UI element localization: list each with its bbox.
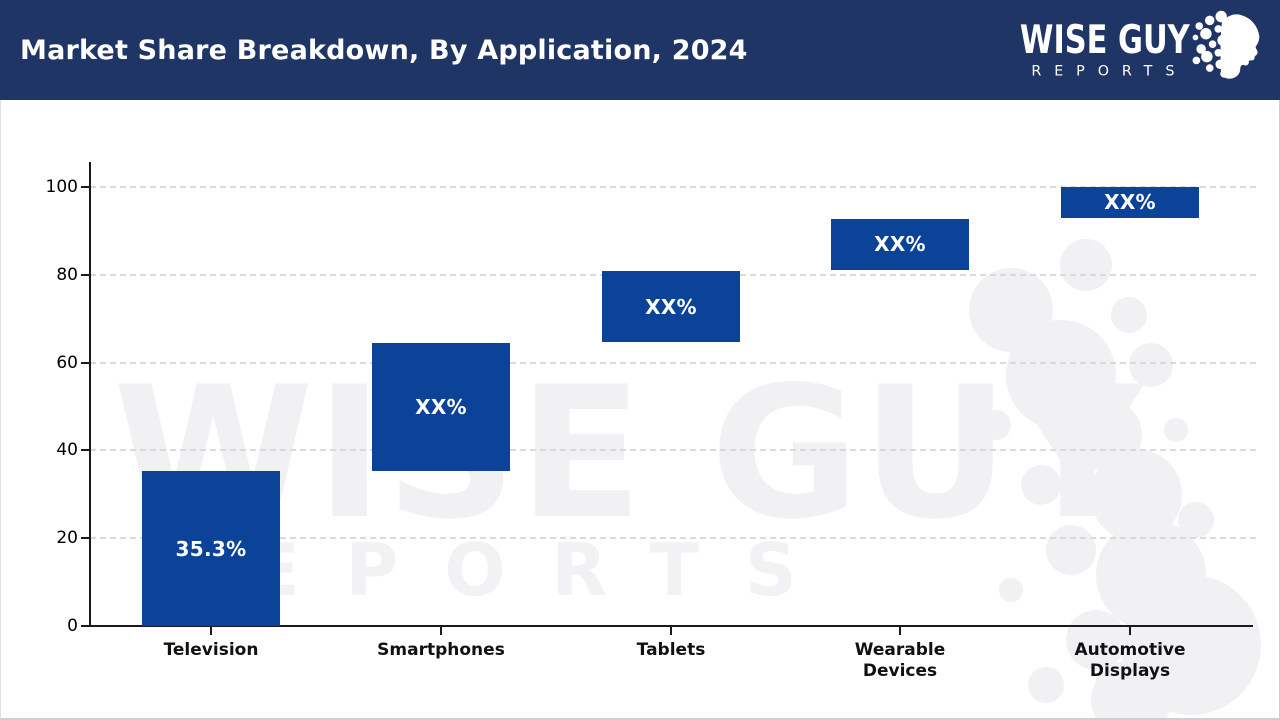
gridline-40 (90, 449, 1256, 452)
x-tick-mark (440, 627, 442, 635)
gridline-60 (90, 361, 1256, 364)
y-tick-label: 100 (45, 177, 78, 197)
header-bar: Market Share Breakdown, By Application, … (0, 0, 1280, 100)
gridline-100 (90, 186, 1256, 188)
y-tick-mark (81, 361, 89, 364)
bar-value-label-tablets: XX% (645, 294, 697, 319)
x-tick-mark (670, 627, 672, 635)
y-tick-label: 60 (56, 352, 78, 373)
bar-value-label-automotive-displays: XX% (1104, 190, 1156, 215)
bar-tablets: XX% (602, 270, 740, 343)
x-tick-mark (1129, 627, 1131, 635)
x-tick-label-tablets: Tablets (636, 640, 706, 660)
wise-guy-logo: WISE GUY REPORTS (1018, 9, 1266, 91)
y-tick-mark (81, 537, 89, 540)
x-tick-mark (899, 627, 901, 635)
x-tick-label-smartphones: Smartphones (377, 640, 505, 660)
x-tick-mark (210, 627, 212, 635)
logo-wordmark: WISE GUY (1020, 18, 1190, 63)
bar-automotive-displays: XX% (1061, 187, 1199, 218)
x-tick-label-television: Television (163, 640, 259, 660)
y-tick-label: 40 (56, 440, 78, 461)
bar-value-label-television: 35.3% (175, 536, 247, 561)
wise-guy-logo-graphic: WISE GUY REPORTS (1020, 10, 1260, 80)
y-tick-label: 0 (67, 616, 78, 636)
bar-wearable-devices: XX% (831, 218, 969, 271)
y-axis-line (89, 162, 91, 627)
y-tick-mark (81, 273, 89, 276)
x-tick-label-automotive-displays: Automotive Displays (1074, 640, 1186, 682)
bar-television: 35.3% (142, 471, 280, 626)
y-tick-mark (81, 625, 89, 627)
page-title: Market Share Breakdown, By Application, … (20, 34, 748, 66)
y-tick-mark (81, 449, 89, 452)
y-tick-mark (81, 186, 89, 188)
gridline-20 (90, 537, 1256, 540)
y-tick-label: 20 (56, 528, 78, 549)
bar-value-label-smartphones: XX% (415, 395, 467, 420)
y-tick-label: 80 (56, 264, 78, 285)
bar-smartphones: XX% (372, 343, 510, 472)
logo-face-profile-icon (1220, 14, 1260, 79)
x-axis-line (88, 625, 1253, 627)
x-tick-label-wearable-devices: Wearable Devices (854, 640, 946, 682)
bar-value-label-wearable-devices: XX% (874, 232, 926, 257)
